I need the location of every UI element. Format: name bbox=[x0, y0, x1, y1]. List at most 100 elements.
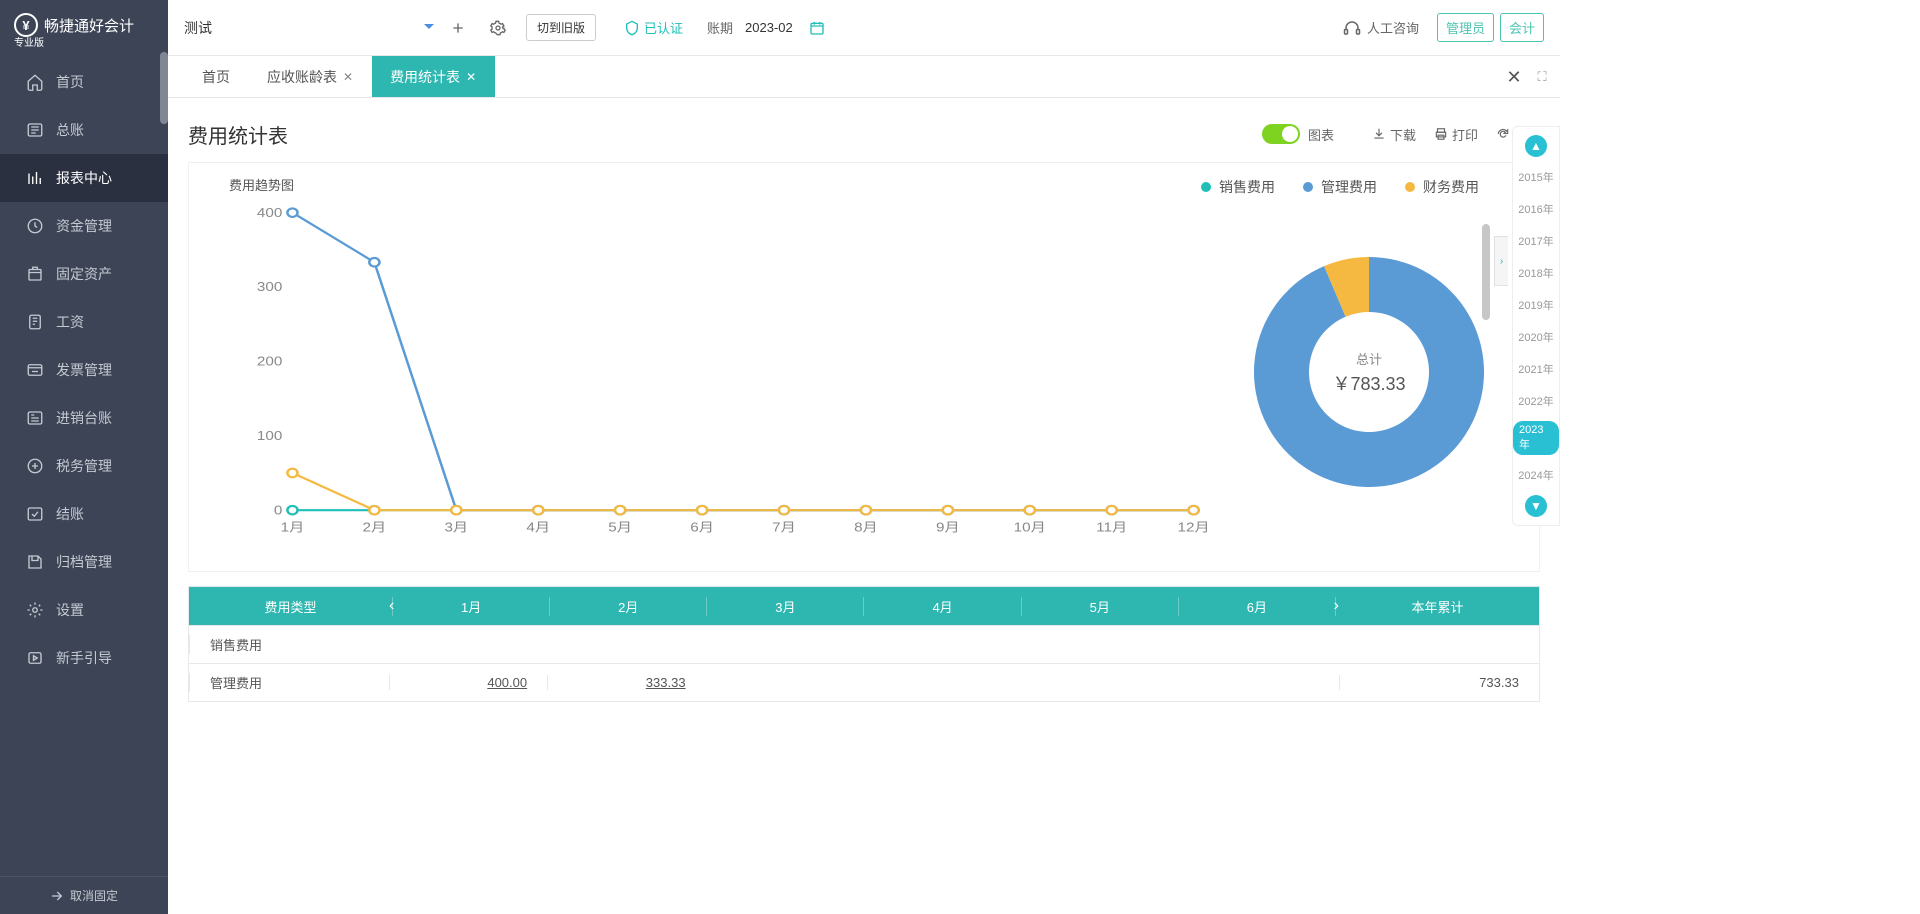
year-item[interactable]: 2017年 bbox=[1514, 225, 1557, 257]
role-admin-button[interactable]: 管理员 bbox=[1437, 13, 1494, 42]
grid-header: 费用类型 ‹1月2月3月4月5月6月› 本年累计 bbox=[189, 587, 1539, 625]
svg-text:200: 200 bbox=[257, 354, 283, 369]
nav-label: 资金管理 bbox=[56, 216, 112, 236]
nav-icon bbox=[26, 121, 44, 139]
data-grid: 费用类型 ‹1月2月3月4月5月6月› 本年累计 销售费用 管理费用400.00… bbox=[188, 586, 1540, 702]
content-scrollbar[interactable] bbox=[1482, 224, 1490, 320]
nav-label: 税务管理 bbox=[56, 456, 112, 476]
row-cell[interactable]: 400.00 bbox=[389, 675, 547, 690]
svg-text:100: 100 bbox=[257, 428, 283, 443]
nav-icon bbox=[26, 601, 44, 619]
legend-dot-icon bbox=[1405, 182, 1415, 192]
sidebar-item-9[interactable]: 结账 bbox=[0, 490, 168, 538]
sidebar-item-1[interactable]: 总账 bbox=[0, 106, 168, 154]
tab-close-icon[interactable]: ✕ bbox=[343, 70, 353, 84]
sidebar-item-6[interactable]: 发票管理 bbox=[0, 346, 168, 394]
svg-text:4月: 4月 bbox=[526, 520, 550, 535]
tab-close-icon[interactable]: ✕ bbox=[466, 70, 476, 84]
nav-label: 报表中心 bbox=[56, 168, 112, 188]
nav-icon bbox=[26, 505, 44, 523]
year-item[interactable]: 2019年 bbox=[1514, 289, 1557, 321]
close-tab-button[interactable]: ✕ bbox=[1496, 59, 1532, 95]
nav-label: 进销台账 bbox=[56, 408, 112, 428]
year-item[interactable]: 2016年 bbox=[1514, 193, 1557, 225]
tab-2[interactable]: 费用统计表 ✕ bbox=[372, 56, 495, 97]
grid-col-month: 5月 bbox=[1021, 597, 1178, 616]
nav-label: 归档管理 bbox=[56, 552, 112, 572]
unpin-button[interactable]: 取消固定 bbox=[0, 876, 168, 914]
sidebar-item-4[interactable]: 固定资产 bbox=[0, 250, 168, 298]
legend-label: 管理费用 bbox=[1321, 177, 1377, 197]
svg-text:6月: 6月 bbox=[690, 520, 714, 535]
tab-1[interactable]: 应收账龄表 ✕ bbox=[249, 56, 372, 97]
row-name: 销售费用 bbox=[189, 635, 389, 654]
company-selector[interactable]: 测试 bbox=[184, 18, 434, 38]
settings-icon[interactable] bbox=[482, 12, 514, 44]
download-button[interactable]: 下载 bbox=[1372, 125, 1416, 144]
nav-label: 工资 bbox=[56, 312, 84, 332]
brand-name: 畅捷通好会计 bbox=[44, 15, 134, 36]
nav-icon bbox=[26, 313, 44, 331]
svg-text:8月: 8月 bbox=[854, 520, 878, 535]
svg-text:7月: 7月 bbox=[772, 520, 796, 535]
sidebar-item-3[interactable]: 资金管理 bbox=[0, 202, 168, 250]
table-row: 管理费用400.00333.33733.33 bbox=[189, 663, 1539, 701]
year-item[interactable]: 2021年 bbox=[1514, 353, 1557, 385]
fullscreen-icon[interactable]: ⛶ bbox=[1532, 69, 1552, 85]
year-up-button[interactable]: ▲ bbox=[1525, 135, 1547, 157]
year-rail-collapse[interactable]: › bbox=[1494, 236, 1508, 286]
period-value: 2023-02 bbox=[745, 20, 793, 35]
grid-col-type: 费用类型 bbox=[189, 597, 392, 616]
year-item[interactable]: 2022年 bbox=[1514, 385, 1557, 417]
calendar-icon[interactable] bbox=[801, 12, 833, 44]
year-item[interactable]: 2023年 bbox=[1513, 421, 1559, 455]
shield-icon bbox=[624, 20, 640, 36]
tab-label: 费用统计表 bbox=[390, 67, 460, 87]
add-button[interactable] bbox=[442, 12, 474, 44]
old-version-button[interactable]: 切到旧版 bbox=[526, 14, 596, 41]
legend-item[interactable]: 财务费用 bbox=[1405, 177, 1479, 197]
nav-icon bbox=[26, 361, 44, 379]
table-row: 销售费用 bbox=[189, 625, 1539, 663]
grid-prev-button[interactable]: ‹ bbox=[389, 597, 394, 615]
sidebar-item-12[interactable]: 新手引导 bbox=[0, 634, 168, 682]
sidebar-item-8[interactable]: 税务管理 bbox=[0, 442, 168, 490]
row-cell[interactable]: 333.33 bbox=[547, 675, 705, 690]
year-down-button[interactable]: ▼ bbox=[1525, 495, 1547, 517]
legend-item[interactable]: 管理费用 bbox=[1303, 177, 1377, 197]
chart-toggle[interactable] bbox=[1262, 124, 1300, 144]
sidebar-item-0[interactable]: 首页 bbox=[0, 58, 168, 106]
grid-col-month: 3月 bbox=[706, 597, 863, 616]
tab-label: 应收账龄表 bbox=[267, 67, 337, 87]
svg-text:400: 400 bbox=[257, 205, 283, 220]
page-title: 费用统计表 bbox=[188, 120, 288, 149]
grid-next-button[interactable]: › bbox=[1334, 597, 1339, 615]
sidebar-item-2[interactable]: 报表中心 bbox=[0, 154, 168, 202]
grid-col-month: 1月 bbox=[392, 597, 549, 616]
legend-label: 财务费用 bbox=[1423, 177, 1479, 197]
year-item[interactable]: 2018年 bbox=[1514, 257, 1557, 289]
nav-label: 首页 bbox=[56, 72, 84, 92]
consult-button[interactable]: 人工咨询 bbox=[1343, 18, 1419, 37]
year-item[interactable]: 2015年 bbox=[1514, 161, 1557, 193]
year-item[interactable]: 2020年 bbox=[1514, 321, 1557, 353]
tab-0[interactable]: 首页 bbox=[184, 56, 249, 97]
grid-col-month: 2月 bbox=[549, 597, 706, 616]
sidebar-item-5[interactable]: 工资 bbox=[0, 298, 168, 346]
sidebar-item-10[interactable]: 归档管理 bbox=[0, 538, 168, 586]
nav-icon bbox=[26, 73, 44, 91]
chart-legend: 销售费用 管理费用 财务费用 bbox=[1201, 177, 1479, 197]
year-item[interactable]: 2024年 bbox=[1514, 459, 1557, 491]
sidebar-scrollbar[interactable] bbox=[160, 52, 168, 124]
brand-edition: 专业版 bbox=[14, 34, 44, 49]
nav-label: 发票管理 bbox=[56, 360, 112, 380]
sidebar-item-11[interactable]: 设置 bbox=[0, 586, 168, 634]
unpin-label: 取消固定 bbox=[70, 887, 118, 904]
nav-icon bbox=[26, 169, 44, 187]
role-accountant-button[interactable]: 会计 bbox=[1500, 13, 1544, 42]
legend-item[interactable]: 销售费用 bbox=[1201, 177, 1275, 197]
sidebar-item-7[interactable]: 进销台账 bbox=[0, 394, 168, 442]
print-button[interactable]: 打印 bbox=[1434, 125, 1478, 144]
svg-text:10月: 10月 bbox=[1014, 520, 1046, 535]
headset-icon bbox=[1343, 19, 1361, 37]
